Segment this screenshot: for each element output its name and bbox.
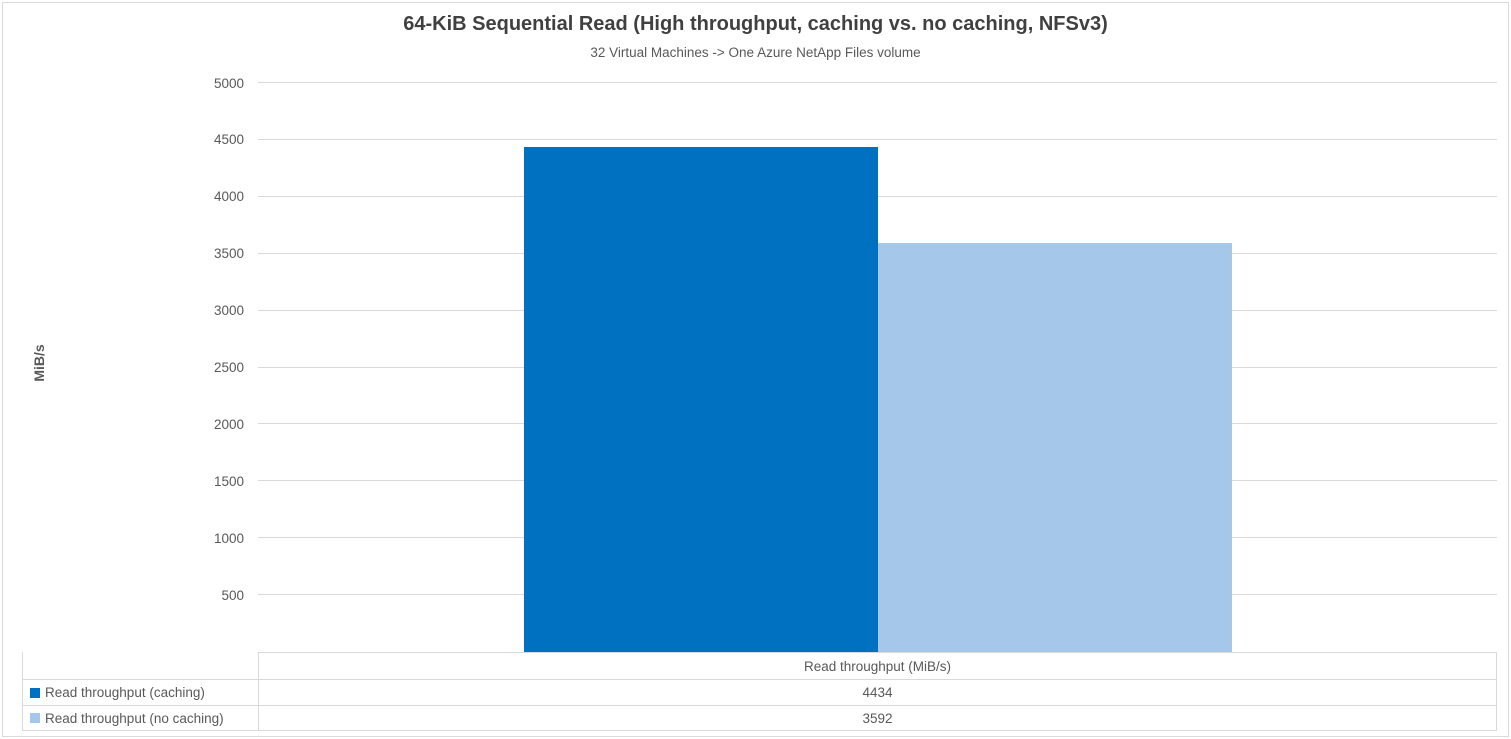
bars-group	[258, 83, 1497, 652]
data-table: Read throughput (MiB/s) Read throughput …	[22, 652, 1497, 731]
chart-subtitle: 32 Virtual Machines -> One Azure NetApp …	[590, 45, 921, 60]
y-axis-tick-label: 1500	[213, 473, 244, 489]
y-axis-tick-label: 1000	[213, 530, 244, 546]
legend-label-caching: Read throughput (caching)	[45, 685, 205, 700]
y-axis-tick-label: 2000	[213, 416, 244, 432]
y-axis-tick-label: 4000	[213, 189, 244, 205]
value-cell-caching: 4434	[258, 679, 1497, 705]
y-axis: 500 1000 1500 2000 2500 3000 3500 4000 4500 5000	[164, 76, 244, 652]
y-axis-title: MiB/s	[31, 344, 47, 382]
value-cell-no-caching: 3592	[258, 705, 1497, 731]
chart-title: 64-KiB Sequential Read (High throughput,…	[403, 13, 1108, 35]
gridline	[258, 82, 1497, 83]
legend-label-no-caching: Read throughput (no caching)	[45, 710, 224, 726]
y-axis-tick-label: 3500	[213, 246, 244, 262]
plot-area	[258, 82, 1497, 652]
legend-item-caching: Read throughput (caching)	[22, 679, 258, 705]
bar-caching	[523, 147, 878, 652]
data-table-header-cell: Read throughput (MiB/s)	[258, 652, 1497, 679]
data-table-corner-cell	[22, 652, 258, 679]
y-axis-tick-label: 5000	[213, 75, 244, 91]
y-axis-tick-label: 3000	[213, 303, 244, 319]
y-axis-tick-label: 500	[221, 587, 244, 603]
legend-swatch-caching	[30, 687, 40, 698]
gridline	[258, 138, 1497, 140]
bar-no-caching	[877, 243, 1232, 652]
legend-item-no-caching: Read throughput (no caching)	[22, 705, 258, 731]
legend-swatch-no-caching	[30, 713, 40, 723]
gridline	[258, 195, 1497, 197]
y-axis-tick-label: 4500	[213, 132, 244, 148]
y-axis-tick-label: 2500	[213, 360, 244, 375]
